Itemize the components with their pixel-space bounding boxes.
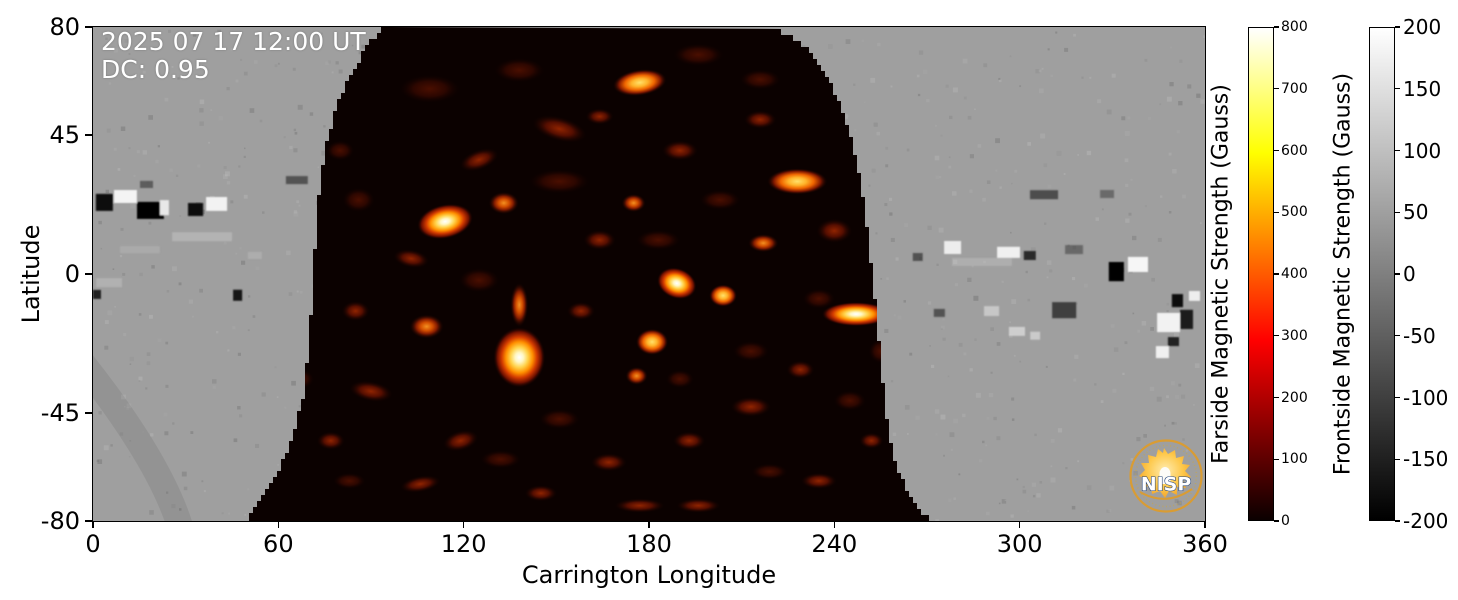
colorbar-tick-mark (1395, 273, 1400, 275)
sun-icon (1139, 448, 1191, 498)
y-tick-label: 0 (64, 260, 80, 288)
colorbar-tick-label: 200 (1403, 15, 1442, 39)
magnetogram-plot-area: 2025 07 17 12:00 UT DC: 0.95 NISP (92, 26, 1206, 522)
colorbar-tick-label: 200 (1281, 389, 1308, 406)
sun-arch-icon (1159, 467, 1171, 484)
logo-ring-text-decor (1134, 444, 1198, 508)
colorbar-tick-label: 150 (1403, 76, 1442, 101)
farside-sources (286, 43, 893, 513)
x-tick-mark (92, 521, 94, 528)
colorbar-tick-mark (1274, 149, 1279, 152)
colorbar-tick-mark (1395, 458, 1400, 460)
colorbar-tick-mark (1274, 458, 1279, 460)
colorbar-tick-label: 0 (1281, 513, 1290, 529)
x-tick-label: 0 (85, 530, 101, 558)
colorbar-tick-label: -150 (1403, 447, 1449, 472)
logo-text: NISP (1141, 474, 1192, 496)
colorbar-tick-mark (1274, 273, 1279, 275)
x-tick-label: 60 (263, 530, 294, 558)
frontside-active-regions (93, 176, 1200, 359)
colorbar-tick-label: -50 (1403, 323, 1436, 348)
colorbar-tick-mark (1395, 88, 1400, 90)
colorbar-tick-mark (1395, 149, 1400, 152)
frontside-colorbar (1369, 27, 1395, 521)
colorbar-tick-label: 0 (1403, 262, 1416, 286)
y-tick-label: 80 (49, 13, 80, 41)
x-tick-label: 240 (811, 530, 858, 558)
farside-region (249, 27, 937, 521)
y-tick-label: 45 (49, 121, 80, 150)
colorbar-tick-label: 50 (1403, 200, 1429, 225)
y-tick-label: -45 (40, 398, 80, 427)
colorbar-tick-mark (1274, 88, 1279, 90)
colorbar-tick-mark (1395, 211, 1400, 213)
colorbar-tick-mark (1395, 396, 1400, 399)
farside-frontside-map (93, 27, 1205, 521)
colorbar-tick-label: 400 (1281, 266, 1308, 282)
y-tick-mark (85, 26, 92, 28)
y-tick-mark (85, 273, 92, 275)
colorbar-tick-mark (1274, 211, 1279, 213)
x-tick-label: 120 (440, 530, 487, 558)
timestamp-text: 2025 07 17 12:00 UT (101, 27, 366, 56)
colorbar-tick-mark (1395, 520, 1400, 522)
x-tick-mark (1204, 521, 1206, 528)
x-tick-mark (1018, 521, 1021, 528)
x-tick-mark (833, 521, 836, 528)
y-tick-label: -80 (40, 507, 80, 535)
x-axis-label: Carrington Longitude (521, 561, 777, 589)
colorbar-tick-mark (1274, 26, 1279, 28)
farside-colorbar (1248, 27, 1274, 521)
farside-colorbar-label: Farside Magnetic Strength (Gauss) (1208, 84, 1234, 464)
colorbar-tick-label: 600 (1281, 142, 1308, 159)
y-tick-mark (85, 134, 92, 136)
x-tick-label: 180 (626, 530, 672, 558)
colorbar-tick-mark (1395, 26, 1400, 28)
logo-swoosh-icon (1139, 488, 1193, 500)
colorbar-tick-label: 100 (1281, 451, 1308, 468)
x-tick-mark (277, 521, 280, 528)
colorbar-tick-label: -100 (1403, 385, 1449, 410)
x-tick-label: 300 (996, 530, 1043, 558)
y-tick-mark (85, 412, 92, 414)
x-tick-mark (648, 521, 650, 528)
x-tick-mark (462, 521, 465, 528)
limb-shading-arc (93, 355, 192, 521)
nisp-logo: NISP (1129, 439, 1203, 513)
colorbar-tick-mark (1274, 396, 1279, 399)
colorbar-tick-label: 500 (1281, 204, 1308, 221)
map-annotation: 2025 07 17 12:00 UT DC: 0.95 (101, 28, 366, 83)
colorbar-tick-label: 100 (1403, 138, 1442, 163)
colorbar-tick-label: 800 (1281, 19, 1308, 35)
colorbar-tick-label: -200 (1403, 509, 1449, 533)
logo-ring (1129, 439, 1203, 513)
dc-value-text: DC: 0.95 (101, 54, 210, 84)
frontside-colorbar-label: Frontside Magnetic Strength (Gauss) (1330, 72, 1356, 476)
colorbar-tick-label: 300 (1281, 327, 1308, 344)
y-tick-mark (85, 520, 92, 522)
colorbar-tick-mark (1274, 520, 1279, 522)
colorbar-tick-mark (1274, 335, 1279, 337)
x-tick-label: 360 (1182, 530, 1228, 558)
colorbar-tick-label: 700 (1281, 80, 1308, 97)
colorbar-tick-mark (1395, 335, 1400, 337)
